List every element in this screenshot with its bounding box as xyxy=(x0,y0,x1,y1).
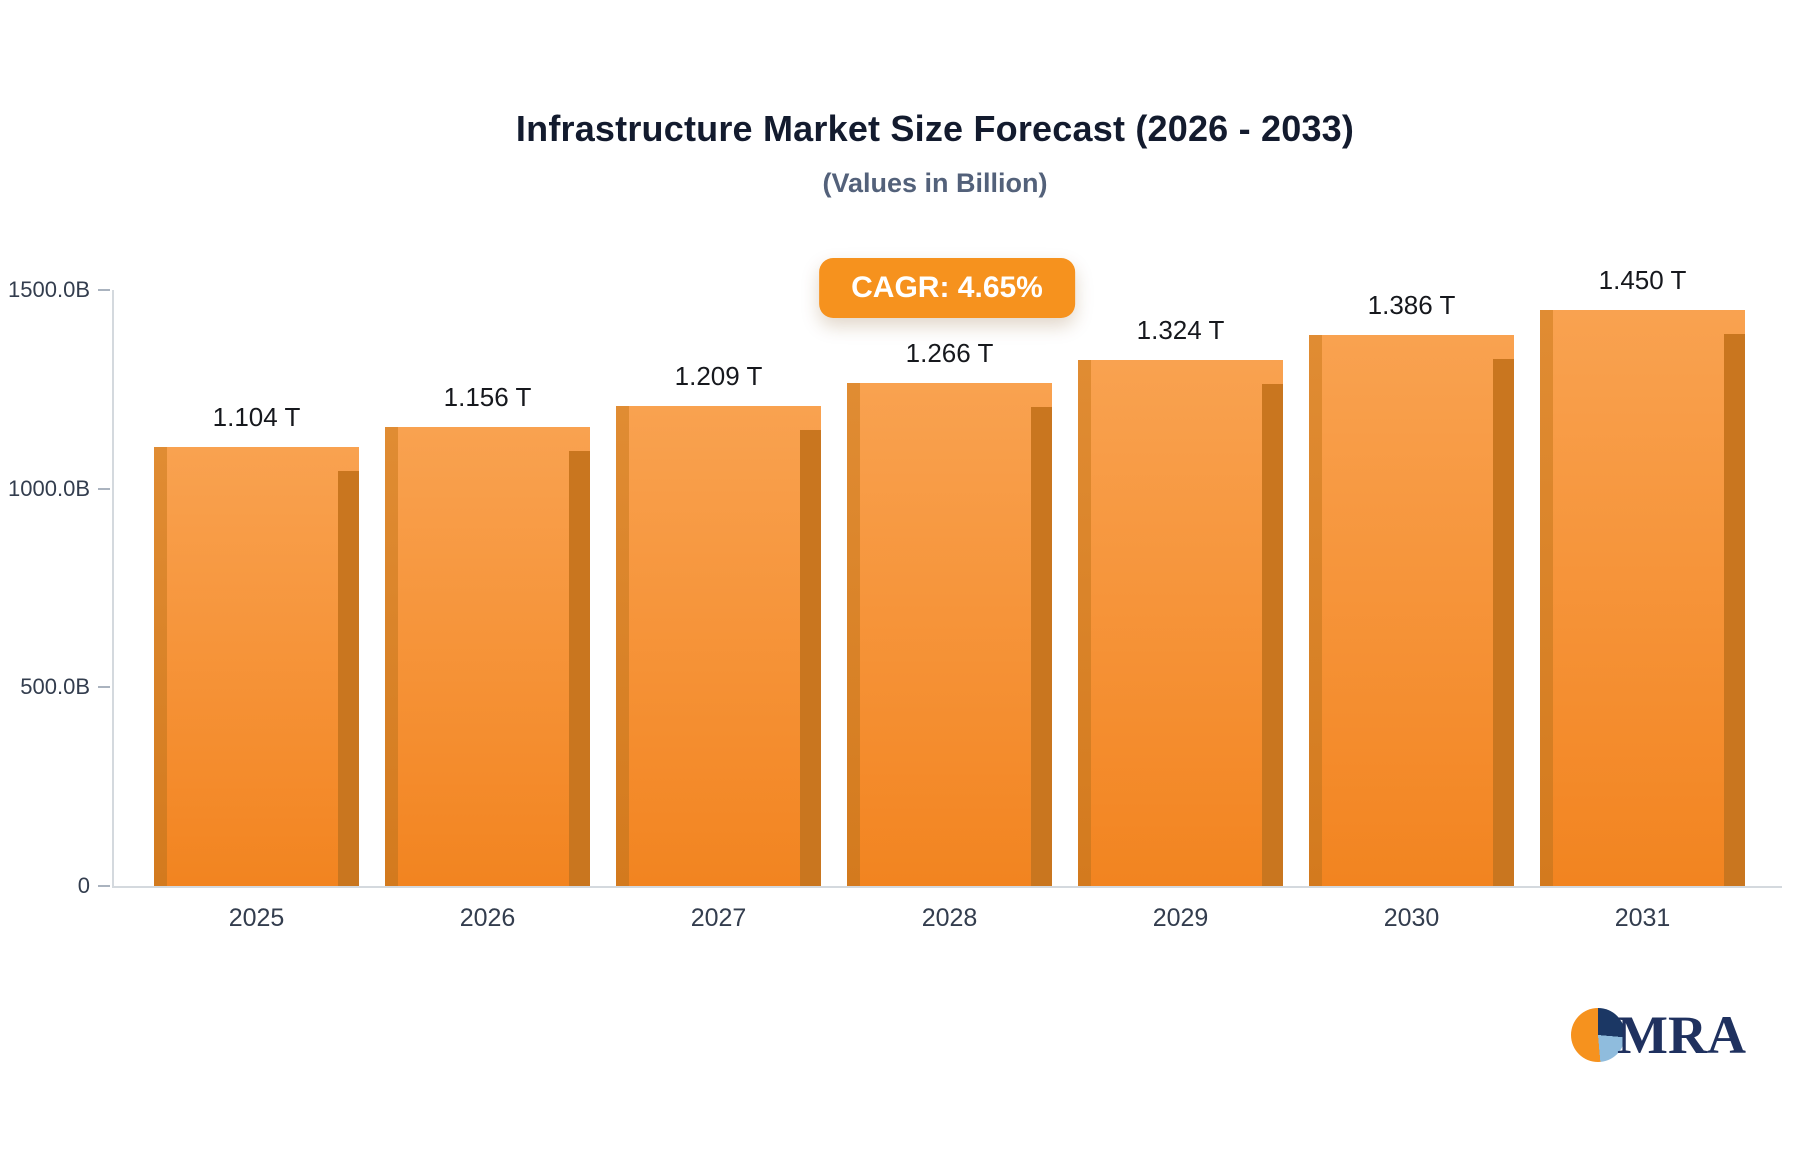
bar-left-edge xyxy=(385,426,398,886)
bar-group-2026: 1.156 T 2026 xyxy=(385,290,590,932)
y-tick-mark xyxy=(98,289,110,291)
bar-face xyxy=(1540,309,1745,886)
bar xyxy=(1078,359,1283,886)
bar-value-label: 1.450 T xyxy=(1598,264,1687,295)
bar-right-side xyxy=(338,471,359,886)
bar-right-side xyxy=(569,450,590,886)
bar-face xyxy=(1309,335,1514,886)
bar-left-edge xyxy=(616,405,629,886)
bar-right-side xyxy=(1031,406,1052,886)
y-tick-mark xyxy=(98,487,110,490)
y-axis-labels: 1500.0B 1000.0B 500.0B 0 xyxy=(0,277,98,898)
y-axis-label: 500.0B xyxy=(20,674,90,700)
bar-value-label: 1.156 T xyxy=(443,381,532,412)
x-axis-label: 2031 xyxy=(1614,904,1671,932)
bar-group-2031: 1.450 T 2031 xyxy=(1540,265,1745,932)
bar-left-edge xyxy=(847,382,860,886)
bar-right-side xyxy=(800,429,821,886)
bars-container: 1.104 T 2025 1.156 T 2026 1.209 T 2027 1.266 T… xyxy=(154,265,1745,932)
bar-face xyxy=(385,426,590,886)
bar-value-label: 1.104 T xyxy=(212,402,301,433)
x-axis-label: 2026 xyxy=(459,904,516,932)
plot-area: 1.104 T 2025 1.156 T 2026 1.209 T 2027 1.266 T… xyxy=(98,265,1782,932)
bar xyxy=(154,447,359,886)
bar-group-2030: 1.386 T 2030 xyxy=(1309,290,1514,932)
bar-group-2027: 1.209 T 2027 xyxy=(616,290,821,932)
bar xyxy=(847,382,1052,886)
bar xyxy=(385,426,590,886)
bar-value-label: 1.209 T xyxy=(674,360,763,391)
x-axis-label: 2025 xyxy=(228,904,285,932)
bar-face xyxy=(616,405,821,886)
bar-value-label: 1.266 T xyxy=(905,337,994,368)
bar-group-2025: 1.104 T 2025 xyxy=(154,290,359,932)
bar xyxy=(1540,309,1745,886)
bar-right-side xyxy=(1724,333,1745,886)
cagr-badge: CAGR: 4.65% xyxy=(819,258,1075,318)
bar xyxy=(616,405,821,886)
bar-left-edge xyxy=(1078,359,1091,886)
bar-left-edge xyxy=(154,447,167,886)
bar-value-label: 1.386 T xyxy=(1367,290,1456,321)
x-axis-label: 2030 xyxy=(1383,904,1440,932)
bar-face xyxy=(847,382,1052,886)
bar-left-edge xyxy=(1309,335,1322,886)
x-axis-label: 2028 xyxy=(921,904,978,932)
bar-right-side xyxy=(1262,383,1283,886)
y-tick-mark xyxy=(98,686,110,689)
bar xyxy=(1309,335,1514,886)
chart-title: Infrastructure Market Size Forecast (202… xyxy=(515,108,1355,149)
chart-subtitle: (Values in Billion) xyxy=(822,168,1048,198)
logo-text: MRA xyxy=(1617,1005,1746,1065)
brand-logo: MRA xyxy=(1571,1008,1746,1062)
bar-value-label: 1.324 T xyxy=(1136,314,1225,345)
x-axis-label: 2027 xyxy=(690,904,747,932)
bar-face xyxy=(1078,359,1283,886)
x-axis-label: 2029 xyxy=(1152,904,1209,932)
y-axis-label: 1000.0B xyxy=(8,475,90,501)
bar-left-edge xyxy=(1540,309,1553,886)
y-tick-mark xyxy=(98,885,110,887)
bar-group-2028: 1.266 T 2028 xyxy=(847,290,1052,932)
bar-face xyxy=(154,447,359,886)
bar-right-side xyxy=(1493,359,1514,886)
logo-pie-icon xyxy=(1571,1008,1626,1062)
bar-group-2029: 1.324 T 2029 xyxy=(1078,290,1283,932)
y-axis-label: 0 xyxy=(77,873,90,898)
y-axis-label: 1500.0B xyxy=(8,277,90,302)
